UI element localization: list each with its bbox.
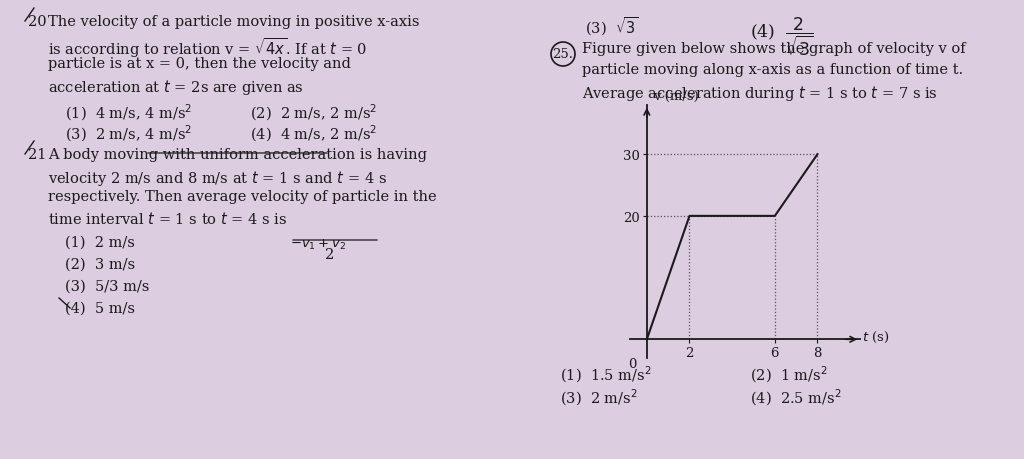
Text: 25.: 25.: [553, 48, 573, 62]
Text: (2)  1 m/s$^2$: (2) 1 m/s$^2$: [750, 364, 827, 385]
Text: $t$ (s): $t$ (s): [862, 329, 890, 344]
Text: v (m/s): v (m/s): [653, 90, 699, 102]
Text: 2: 2: [325, 247, 334, 262]
Text: Figure given below shows the graph of velocity v of: Figure given below shows the graph of ve…: [582, 42, 966, 56]
Text: particle moving along x-axis as a function of time t.: particle moving along x-axis as a functi…: [582, 63, 964, 77]
Text: (1)  4 m/s, 4 m/s$^2$: (1) 4 m/s, 4 m/s$^2$: [65, 103, 193, 123]
Text: The velocity of a particle moving in positive x-axis: The velocity of a particle moving in pos…: [48, 15, 420, 29]
Text: (1)  1.5 m/s$^2$: (1) 1.5 m/s$^2$: [560, 364, 651, 385]
Text: time interval $t$ = 1 s to $t$ = 4 s is: time interval $t$ = 1 s to $t$ = 4 s is: [48, 211, 288, 226]
Text: 21: 21: [28, 148, 46, 162]
Text: Average acceleration during $t$ = 1 s to $t$ = 7 s is: Average acceleration during $t$ = 1 s to…: [582, 84, 938, 103]
Text: (2)  2 m/s, 2 m/s$^2$: (2) 2 m/s, 2 m/s$^2$: [250, 103, 378, 123]
Text: 0: 0: [628, 357, 636, 370]
Text: (3)  2 m/s$^2$: (3) 2 m/s$^2$: [560, 387, 638, 408]
Text: (4)  2.5 m/s$^2$: (4) 2.5 m/s$^2$: [750, 387, 842, 408]
Text: (4)  $\dfrac{2}{\sqrt{3}}$: (4) $\dfrac{2}{\sqrt{3}}$: [750, 15, 813, 57]
Text: (2)  3 m/s: (2) 3 m/s: [65, 257, 135, 271]
Text: is according to relation v = $\sqrt{4x}$. If at $t$ = 0: is according to relation v = $\sqrt{4x}$…: [48, 36, 368, 60]
Text: velocity 2 m/s and 8 m/s at $t$ = 1 s and $t$ = 4 s: velocity 2 m/s and 8 m/s at $t$ = 1 s an…: [48, 168, 387, 188]
Text: (4)  5 m/s: (4) 5 m/s: [65, 302, 135, 315]
Text: A body moving with uniform acceleration is having: A body moving with uniform acceleration …: [48, 148, 427, 162]
Text: (3)  5/3 m/s: (3) 5/3 m/s: [65, 280, 150, 293]
Text: particle is at x = 0, then the velocity and: particle is at x = 0, then the velocity …: [48, 57, 351, 71]
Text: 20: 20: [28, 15, 47, 29]
Text: (3)  2 m/s, 4 m/s$^2$: (3) 2 m/s, 4 m/s$^2$: [65, 124, 193, 144]
Text: (4)  4 m/s, 2 m/s$^2$: (4) 4 m/s, 2 m/s$^2$: [250, 124, 378, 144]
Text: $-v_1 + v_2$: $-v_1 + v_2$: [290, 237, 346, 252]
Text: (1)  2 m/s: (1) 2 m/s: [65, 235, 135, 249]
Text: (3)  $\sqrt{3}$: (3) $\sqrt{3}$: [585, 15, 639, 38]
Text: respectively. Then average velocity of particle in the: respectively. Then average velocity of p…: [48, 190, 436, 203]
Text: acceleration at $t$ = 2s are given as: acceleration at $t$ = 2s are given as: [48, 78, 304, 97]
